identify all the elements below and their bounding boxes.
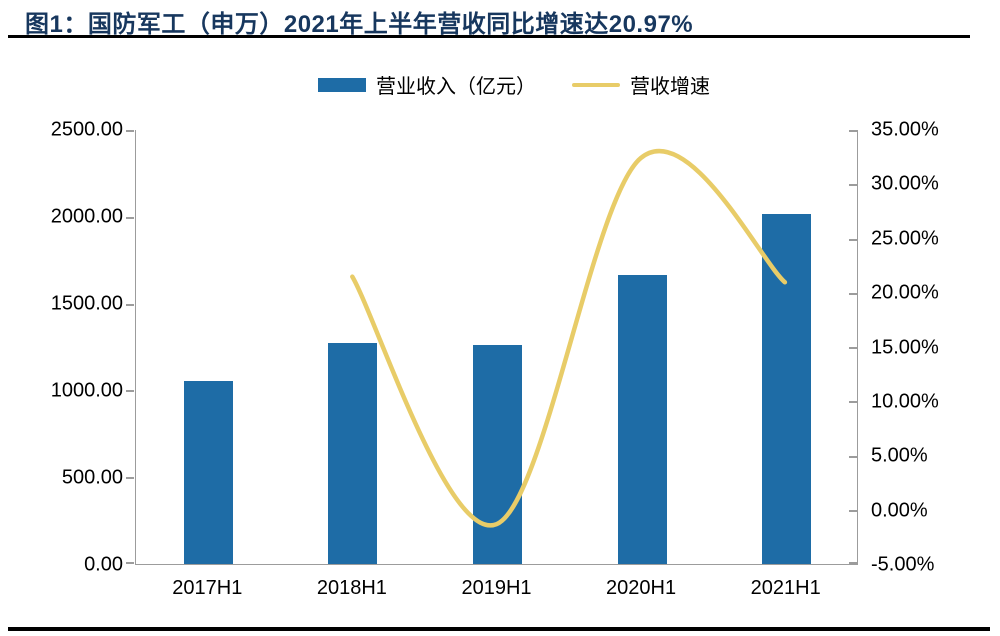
legend-growth-label: 营收增速 bbox=[630, 76, 710, 98]
left-axis-tick-label: 1000.00 bbox=[50, 379, 123, 402]
left-axis-tick-label: 2000.00 bbox=[50, 205, 123, 228]
x-axis-label: 2017H1 bbox=[172, 577, 243, 599]
right-axis-tick bbox=[849, 455, 857, 458]
right-axis-tick-label: -5.00% bbox=[871, 553, 935, 576]
growth-line bbox=[350, 148, 788, 528]
page-title: 图1：国防军工（申万）2021年上半年营收同比增速达20.97% bbox=[25, 11, 694, 38]
bar-2018h1 bbox=[328, 342, 377, 564]
growth-line-layer bbox=[350, 148, 788, 528]
legend-item-revenue: 营业收入（亿元） bbox=[318, 70, 536, 99]
left-axis-tick-label: 1500.00 bbox=[50, 292, 123, 315]
x-axis-label: 2019H1 bbox=[461, 577, 532, 599]
bar-2021h1 bbox=[762, 214, 811, 564]
legend-line-swatch-icon bbox=[572, 82, 620, 87]
left-axis-tick bbox=[126, 216, 134, 219]
right-axis-tick-label: 35.00% bbox=[871, 118, 939, 141]
left-axis-tick-label: 0.00 bbox=[84, 553, 123, 576]
x-axis-label: 2018H1 bbox=[316, 577, 387, 599]
right-axis-tick bbox=[849, 562, 857, 565]
category-axis: 2017H1 2018H1 2019H1 2020H1 2021H1 bbox=[135, 577, 858, 600]
right-axis-tick bbox=[849, 401, 857, 404]
left-value-axis: 2500.00 2000.00 1500.00 1000.00 500.00 0… bbox=[0, 119, 123, 576]
right-axis-tick bbox=[849, 238, 857, 241]
left-axis-tick bbox=[126, 477, 134, 480]
bar-2019h1 bbox=[473, 345, 522, 564]
left-axis-tick-label: 500.00 bbox=[61, 466, 123, 489]
right-percent-axis: 35.00% 30.00% 25.00% 20.00% 15.00% 10.00… bbox=[871, 119, 991, 576]
right-axis-tick bbox=[849, 347, 857, 349]
legend-bar-swatch-icon bbox=[318, 77, 366, 92]
bar-2017h1 bbox=[184, 381, 233, 564]
title-divider bbox=[8, 35, 970, 38]
right-axis-tick-label: 30.00% bbox=[871, 172, 939, 195]
plot-area bbox=[126, 130, 858, 565]
legend-revenue-label: 营业收入（亿元） bbox=[376, 76, 536, 98]
right-axis-tick bbox=[849, 292, 857, 295]
right-axis-tick-label: 10.00% bbox=[871, 390, 939, 413]
legend-item-growth: 营收增速 bbox=[572, 70, 710, 99]
left-axis-tick-label: 2500.00 bbox=[50, 118, 123, 141]
right-axis-tick-label: 20.00% bbox=[871, 281, 939, 304]
left-axis-tick bbox=[126, 390, 134, 393]
right-axis-tick bbox=[849, 509, 857, 512]
page-bottom-divider bbox=[8, 627, 990, 631]
right-axis-tick-label: 15.00% bbox=[871, 336, 939, 358]
right-axis-tick-label: 0.00% bbox=[871, 499, 928, 522]
chart-legend: 营业收入（亿元） 营收增速 bbox=[14, 70, 1000, 99]
bar-2020h1 bbox=[618, 274, 667, 564]
left-axis-tick bbox=[126, 130, 134, 132]
right-axis-tick bbox=[849, 184, 857, 187]
left-axis-tick bbox=[126, 562, 134, 565]
right-axis-tick bbox=[849, 130, 857, 132]
right-axis-tick-label: 25.00% bbox=[871, 227, 939, 250]
x-axis-label: 2020H1 bbox=[606, 577, 677, 599]
left-axis-tick bbox=[126, 303, 134, 306]
x-axis-label: 2021H1 bbox=[750, 577, 821, 599]
right-axis-tick-label: 5.00% bbox=[871, 444, 928, 467]
